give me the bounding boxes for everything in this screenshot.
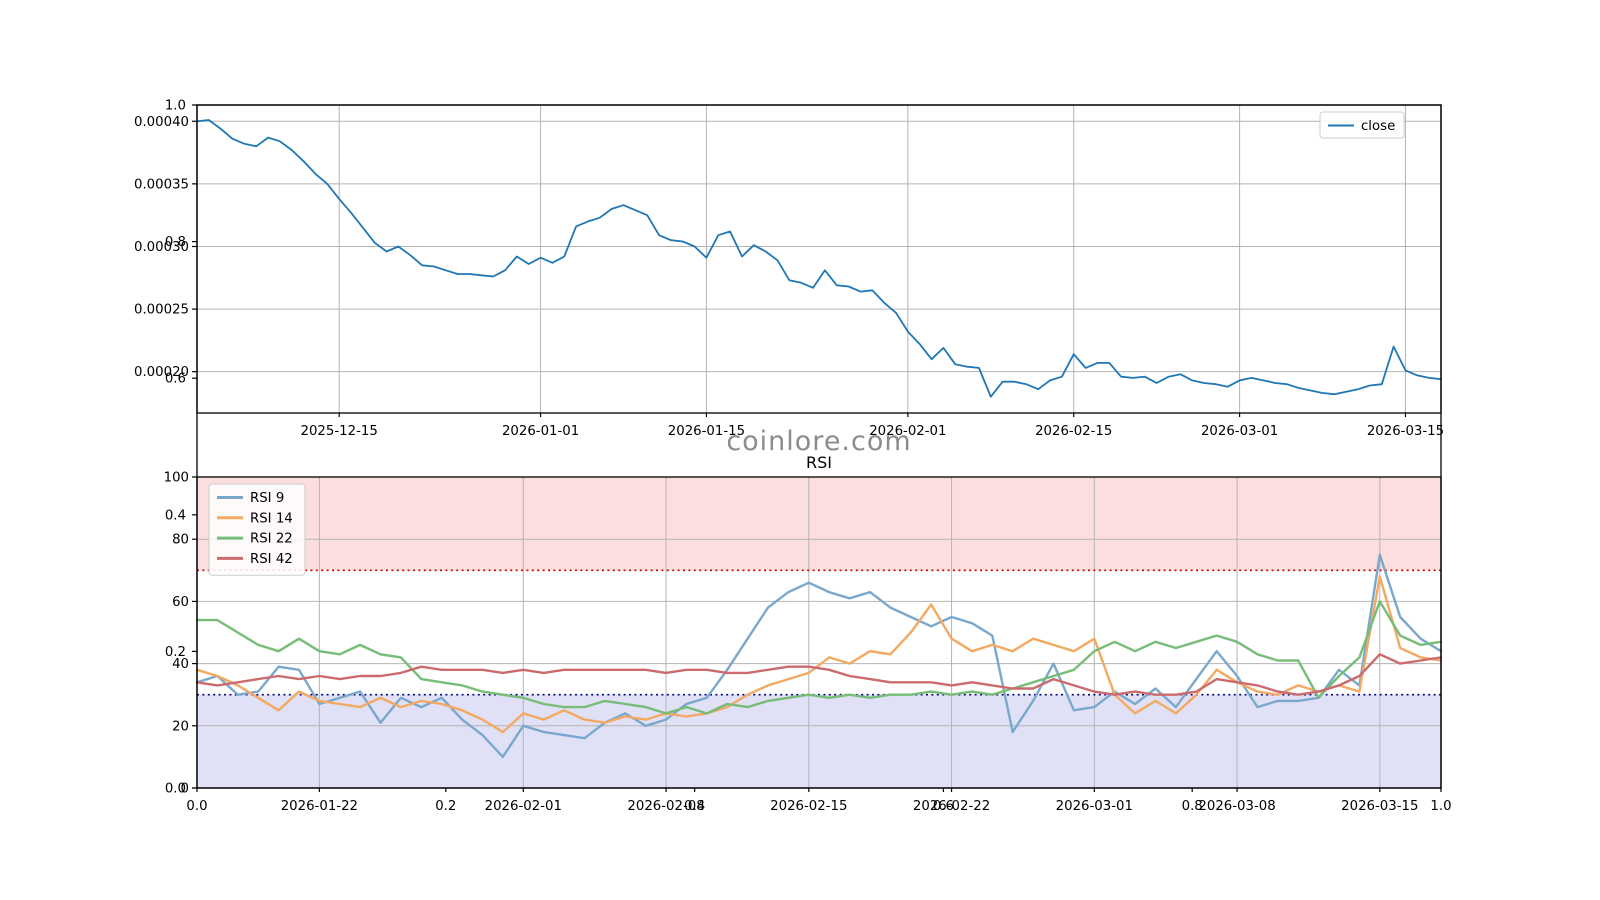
oversold-band [197,694,1441,788]
x-tick-label: 2026-01-22 [281,799,358,814]
rsi-panel-legend: RSI 9 RSI 14 RSI 22 RSI 42 [208,483,306,576]
x-tick-label: 2026-03-01 [1201,424,1278,439]
overlay-y-tick-label: 0.8 [165,235,186,250]
x-tick-label: 2026-01-15 [668,424,745,439]
overlay-y-tick-label: 0.2 [165,645,186,660]
y-tick-label: 0.00040 [134,115,189,130]
price-panel: 2025-12-15 2026-01-01 2026-01-15 2026-02-01… [134,104,1444,439]
y-tick-label: 0.00020 [134,365,189,380]
x-tick-label: 2026-02-08 [627,799,704,814]
rsi-panel-title: RSI [806,453,832,472]
x-tick-label: 2025-12-15 [301,424,378,439]
figure-overlay-axis: 1.0 0.8 0.6 0.4 0.2 0.00.0 0.2 0.4 0.6 0.8 1.0 [165,99,1452,815]
x-tick-label: 2026-02-01 [869,424,946,439]
y-tick-label: 0.00025 [134,303,189,318]
overlay-x-tick-label: 0.8 [1182,799,1203,814]
x-tick-label: 2026-01-01 [502,424,579,439]
rsi-42-line [195,653,1443,696]
rsi-22-line [195,600,1443,715]
figure-overlay-frame [196,104,1442,789]
rsi-14-line [195,575,1443,734]
overlay-x-tick-label: 0.6 [933,799,954,814]
x-tick-label: 2026-02-22 [913,799,990,814]
y-tick-label: 20 [172,719,189,734]
x-tick-label: 2026-03-15 [1367,424,1444,439]
overbought-band [197,477,1441,571]
x-tick-label: 2026-03-08 [1198,799,1275,814]
y-tick-label: 100 [164,471,189,486]
overlay-x-tick-label: 0.0 [186,799,207,814]
rsi-22-legend-label: RSI 22 [250,532,293,547]
x-tick-label: 2026-02-01 [485,799,562,814]
watermark: coinlore.com [726,426,912,457]
y-tick-label: 80 [172,533,189,548]
y-tick-label: 40 [172,657,189,672]
overlay-x-tick-label: 0.2 [435,799,456,814]
overlay-y-tick-label: 0.4 [165,508,186,523]
overlay-y-tick-label: 1.0 [165,99,186,114]
y-tick-label: 0.00035 [134,177,189,192]
y-tick-label: 60 [172,595,189,610]
rsi-9-legend-label: RSI 9 [250,491,284,506]
rsi-42-legend-label: RSI 42 [250,552,293,567]
y-tick-label: 0.00030 [134,240,189,255]
overlay-x-tick-label: 0.4 [684,799,705,814]
rsi-14-legend-label: RSI 14 [250,511,293,526]
price-panel-frame [196,104,1442,414]
overlay-x-tick-label: 1.0 [1430,799,1451,814]
x-tick-label: 2026-02-15 [770,799,847,814]
x-tick-label: 2026-02-15 [1035,424,1112,439]
x-tick-label: 2026-03-01 [1056,799,1133,814]
overlay-y-tick-label: 0.6 [165,372,186,387]
rsi-panel: 2026-01-22 2026-02-01 2026-02-08 2026-02-15… [164,471,1443,814]
y-tick-label: 0 [181,782,189,797]
rsi-9-line [195,553,1443,759]
price-panel-legend: close [1319,111,1405,139]
x-tick-label: 2026-03-15 [1341,799,1418,814]
overlay-y-tick-label: 0.0 [165,782,186,797]
close-legend-label: close [1361,119,1395,134]
close-line [196,119,1442,398]
